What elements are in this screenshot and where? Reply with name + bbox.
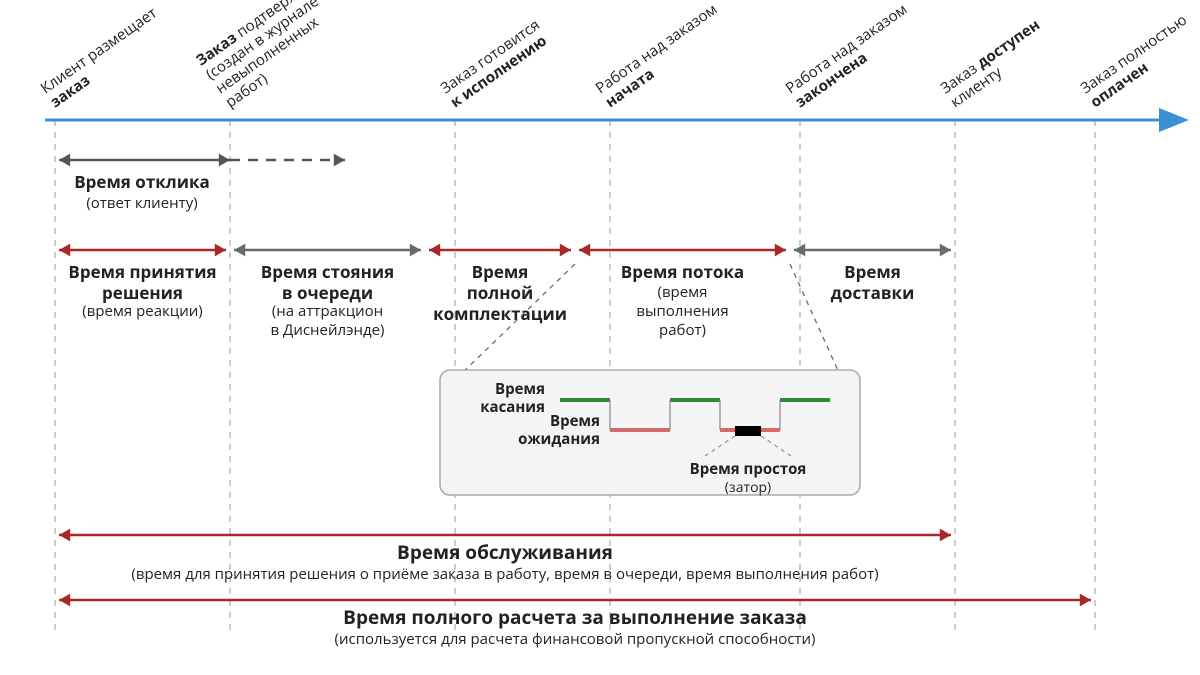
interval-label: доставки xyxy=(831,281,915,304)
full-time-title: Время полного расчета за выполнение зака… xyxy=(343,604,807,630)
idle-label: Время простоя xyxy=(690,459,807,479)
service-time-sub: (время для принятия решения о приёме зак… xyxy=(131,564,878,584)
interval-label: полной xyxy=(467,281,534,304)
svg-text:Заказ готовитсяк исполнению: Заказ готовитсяк исполнению xyxy=(437,15,554,112)
idle-block xyxy=(735,426,761,436)
event-label: Заказ доступенклиенту xyxy=(937,15,1054,112)
svg-text:Работа над заказомзакончена: Работа над заказомзакончена xyxy=(782,0,921,112)
svg-text:Заказ подтвержен(создан в журн: Заказ подтвержен(создан в журналеневыпол… xyxy=(192,0,346,112)
response-time-sub: (ответ клиенту) xyxy=(86,193,197,213)
idle-sub: (затор) xyxy=(725,478,771,497)
event-label: Заказ подтвержен(создан в журналеневыпол… xyxy=(192,0,346,112)
event-label: Заказ полностьюоплачен xyxy=(1077,10,1200,112)
interval-label: Время xyxy=(844,260,901,283)
event-label: Клиент размещаетзаказ xyxy=(37,3,171,112)
svg-text:Заказ доступенклиенту: Заказ доступенклиенту xyxy=(937,15,1054,112)
full-time-sub: (используется для расчета финансовой про… xyxy=(335,629,816,649)
event-label: Работа над заказомзакончена xyxy=(782,0,921,112)
event-label: Заказ готовитсяк исполнению xyxy=(437,15,554,112)
interval-label: (время реакции) xyxy=(82,301,202,321)
interval-label: Время потока xyxy=(621,260,744,283)
svg-text:Заказ полностьюоплачен: Заказ полностьюоплачен xyxy=(1077,10,1200,112)
interval-label: работ) xyxy=(659,320,706,340)
interval-kit xyxy=(429,244,571,257)
interval-label: в Диснейлэнде) xyxy=(271,320,385,340)
interval-label: Время стояния xyxy=(261,260,394,283)
event-label: Работа над заказомначата xyxy=(592,0,731,112)
interval-label: комплектации xyxy=(433,302,567,325)
interval-label: Время xyxy=(472,260,529,283)
response-time-title: Время отклика xyxy=(74,170,210,193)
svg-text:Работа над заказомначата: Работа над заказомначата xyxy=(592,0,731,112)
interval-queue xyxy=(234,244,421,257)
interval-label: (на аттракцион xyxy=(272,301,383,321)
interval-decision xyxy=(59,244,226,257)
interval-label: (время xyxy=(658,282,708,302)
lead-time-diagram: Клиент размещаетзаказЗаказ подтвержен(со… xyxy=(0,0,1200,675)
interval-delivery xyxy=(794,244,951,257)
service-time-title: Время обслуживания xyxy=(397,539,613,565)
interval-label: Время принятия xyxy=(68,260,216,283)
svg-text:Клиент размещаетзаказ: Клиент размещаетзаказ xyxy=(37,3,171,112)
interval-label: выполнения xyxy=(636,301,728,321)
